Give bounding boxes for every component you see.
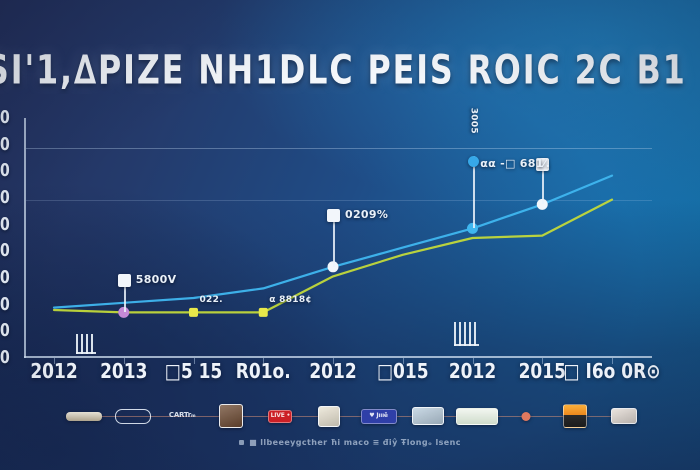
legend-caption-text: ■ llbeeeygcther ħi maco ≡ điŷ Ŧlonɡₒ lse… [249, 438, 461, 447]
x-axis-tick-label: 2012 [309, 360, 357, 384]
data-point-marker[interactable] [467, 222, 478, 234]
x-axis-tick [612, 358, 613, 364]
gridline [26, 148, 652, 149]
y-axis-tick-label: 0 [0, 188, 10, 208]
chart-title-band: SI'1,∆PIZE NH1DLC PEIS ROIC 2C B1 [0, 44, 700, 94]
legend-thumbnail-thumb-car [115, 408, 152, 424]
x-axis-tick-label: R01o. [235, 360, 291, 384]
legend-item[interactable] [318, 400, 341, 432]
x-axis-tick [193, 358, 195, 364]
data-point-marker[interactable] [536, 198, 548, 210]
legend-item[interactable] [562, 400, 587, 432]
x-axis-tick [123, 358, 125, 364]
x-axis-tick [402, 358, 404, 364]
caption-bullet-icon [239, 440, 245, 445]
y-axis-tick-label: 0 [0, 294, 10, 315]
page-title: SI'1,∆PIZE NH1DLC PEIS ROIC 2C B1 [0, 45, 687, 93]
legend-item[interactable] [411, 400, 444, 432]
x-axis-tick [472, 358, 474, 364]
x-axis-tick-label: 2013 [100, 360, 148, 384]
y-axis-tick-label: 0 [0, 134, 10, 155]
data-point-marker[interactable] [189, 307, 198, 317]
x-axis-line [24, 356, 652, 358]
legend-item[interactable] [455, 400, 498, 432]
series-line [52, 198, 614, 314]
legend-thumbnail-thumb-face-photo [411, 407, 444, 425]
legend-item[interactable]: ♥ Jıııẽ [360, 400, 397, 432]
legend-strip: CARTrₘ LIVE • ♥ Jıııẽ [66, 400, 637, 432]
series-line [52, 174, 614, 309]
legend-connector-line [84, 416, 624, 417]
legend-item[interactable] [219, 400, 244, 432]
legend-item-label: ♥ Jıııẽ [369, 411, 388, 419]
y-axis-tick-label: 0 [0, 268, 10, 288]
y-axis-tick-label: 0 [0, 348, 10, 368]
legend-thumbnail-thumb-text-cartn: CARTrₘ [168, 412, 196, 420]
x-axis-tick [542, 358, 544, 364]
x-axis-tick-labels: 2012 2013 □5 15 R01o. 2012 □015 2012 2015 □ I6o … [0, 360, 700, 386]
x-axis-tick [54, 358, 55, 364]
legend-thumbnail-thumb-doc-beige [318, 405, 341, 427]
gridline [26, 200, 652, 201]
legend-item[interactable] [521, 400, 531, 432]
legend-thumbnail-thumb-cable [66, 411, 102, 421]
data-point-marker[interactable] [118, 306, 130, 318]
y-axis-tick-label: 0 [0, 241, 10, 262]
plot-area: 5800V 022. α 8818¢ 0209% 3005 αα -□ 681⁄. [24, 108, 652, 364]
y-axis-tick-label: 0 [0, 161, 10, 182]
legend-thumbnail-thumb-photo-brown [219, 404, 244, 428]
series-lines [52, 174, 614, 318]
legend-thumbnail-thumb-dot-node [521, 411, 531, 421]
x-axis-tick-label: □5 15 [164, 360, 223, 384]
legend-item[interactable]: LIVE • [268, 400, 293, 432]
legend-thumbnail-thumb-blue-logo: ♥ Jıııẽ [360, 408, 397, 424]
y-axis-tick-label: 0 [0, 214, 10, 235]
legend-item-label: CARTrₘ [168, 412, 196, 420]
legend-item[interactable]: CARTrₘ [168, 400, 196, 432]
x-axis-tick-label: 2012 [448, 360, 497, 384]
x-axis-tick-label: 2015 [518, 360, 566, 384]
x-axis-tick [333, 358, 334, 364]
legend-thumbnail-thumb-red-badge: LIVE • [268, 409, 293, 423]
legend-caption: ■ llbeeeygcther ħi maco ≡ điŷ Ŧlonɡₒ lse… [0, 438, 700, 447]
y-axis-tick-label: 0 [0, 108, 10, 128]
data-point-marker[interactable] [327, 261, 339, 273]
legend-thumbnail-thumb-green-card [455, 407, 498, 425]
x-axis-tick-label: □015 [376, 360, 429, 384]
legend-item-label: LIVE • [270, 411, 291, 419]
x-axis-tick [263, 358, 265, 364]
y-axis-tick-label: 0 [0, 321, 10, 342]
legend-thumbnail-thumb-orange-device [562, 404, 587, 428]
legend-item[interactable] [66, 400, 102, 432]
x-axis-tick-label: □ I6o 0R⊙ [563, 360, 661, 384]
legend-thumbnail-thumb-white-photo [611, 408, 637, 424]
y-axis-line [24, 118, 26, 358]
legend-item[interactable] [611, 400, 637, 432]
data-point-marker[interactable] [258, 307, 268, 317]
x-axis-tick-label: 2012 [30, 360, 78, 384]
legend-item[interactable] [115, 400, 152, 432]
